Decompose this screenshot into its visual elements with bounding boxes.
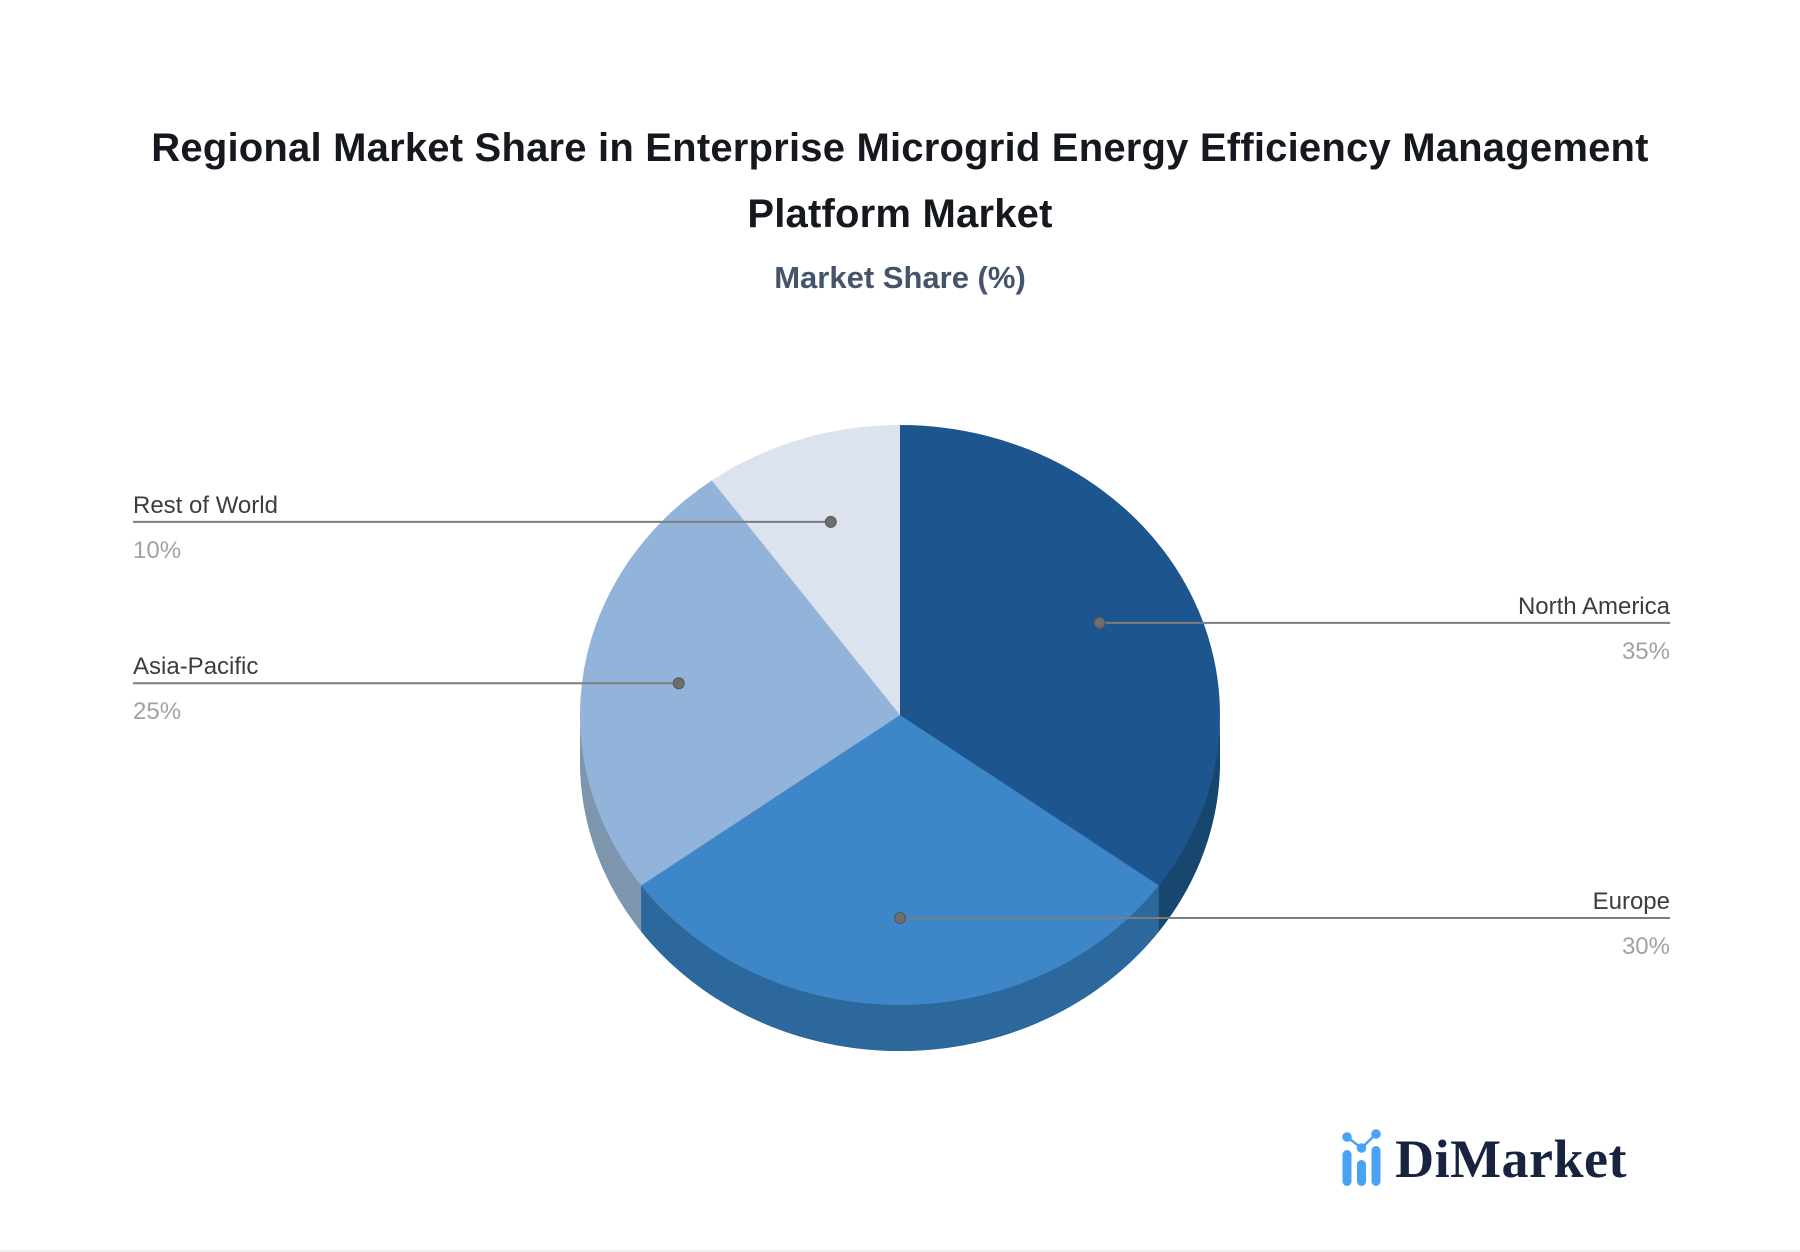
pie-rim-asia-pacific: [580, 715, 642, 932]
brand-logo: DiMarket: [1342, 1128, 1627, 1186]
chart-title-line-2: Platform Market: [747, 192, 1053, 236]
chart-subtitle: Market Share (%): [774, 260, 1026, 295]
leader-dot: [672, 677, 685, 690]
slice-callout-europe: Europe 30%: [894, 888, 1670, 960]
leader-dot: [894, 912, 906, 924]
slice-callout-north-america: North America 35%: [1093, 593, 1671, 665]
pie-slice-north-america: [900, 425, 1220, 886]
pie-slice-europe: [641, 715, 1159, 1005]
slice-callout-asia-pacific: Asia-Pacific 25%: [133, 653, 685, 725]
slice-value: 35%: [1622, 638, 1670, 665]
leader-dot: [824, 515, 837, 528]
slice-label: North America: [1518, 593, 1671, 620]
slice-label: Europe: [1593, 888, 1670, 915]
slice-value: 10%: [133, 537, 181, 564]
slice-callout-rest-of-world: Rest of World 10%: [133, 492, 837, 564]
pie-rim-north-america: [1158, 715, 1220, 932]
brand-logo-text: DiMarket: [1395, 1129, 1627, 1189]
pie-slice-rest-of-world: [711, 425, 900, 715]
slice-value: 30%: [1622, 933, 1670, 960]
chart-title-line-1: Regional Market Share in Enterprise Micr…: [151, 126, 1649, 170]
slice-label: Asia-Pacific: [133, 653, 258, 680]
bar-line-chart-icon: [1342, 1129, 1381, 1186]
pie-slice-asia-pacific: [580, 480, 900, 886]
slice-label: Rest of World: [133, 492, 278, 519]
leader-dot: [1093, 616, 1106, 629]
slice-value: 25%: [133, 698, 181, 725]
pie-rim-europe: [641, 885, 1159, 1051]
